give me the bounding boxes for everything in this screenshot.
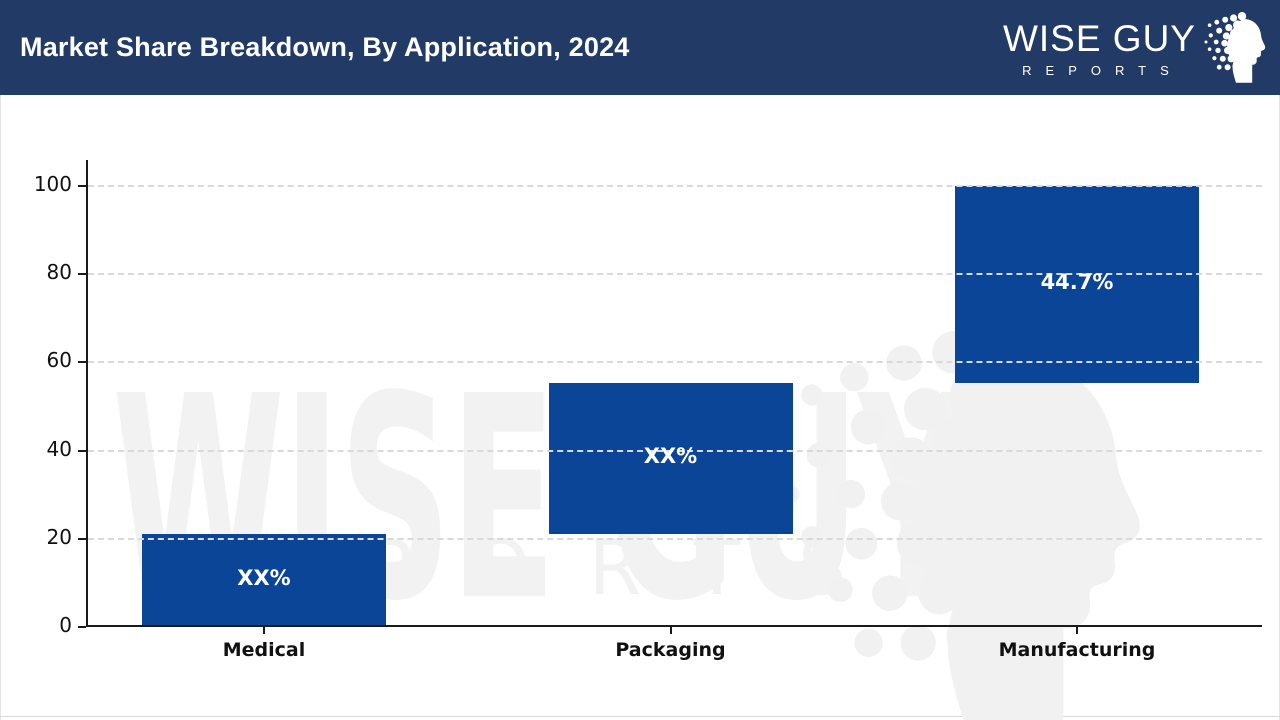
y-tick-label: 60 [46, 348, 72, 373]
bar-value-label: XX% [237, 565, 291, 590]
page-title: Market Share Breakdown, By Application, … [20, 32, 630, 62]
y-tick [78, 626, 86, 628]
brand-face-icon [1204, 11, 1266, 83]
x-category-label: Medical [222, 639, 306, 661]
y-tick-label: 0 [59, 613, 72, 637]
gridline [88, 449, 1262, 452]
y-tick [78, 185, 86, 187]
gridline [88, 185, 1262, 187]
y-tick [78, 537, 86, 540]
y-tick-label: 100 [33, 172, 72, 196]
y-tick [78, 361, 86, 364]
gridline [88, 361, 1262, 364]
brand-name: WISE GUY [1002, 17, 1196, 59]
gridline [88, 537, 1262, 540]
bar-value-label: 44.7% [1040, 269, 1114, 294]
x-tick [669, 627, 672, 634]
y-tick [78, 449, 86, 452]
bar-value-label: XX% [643, 443, 698, 468]
x-tick [1076, 627, 1078, 634]
brand-logo-text: WISE GUY REPORTS [1003, 18, 1196, 78]
y-axis-line [86, 160, 88, 627]
y-tick-label: 80 [46, 260, 72, 285]
x-category-label: Manufacturing [998, 639, 1156, 661]
x-tick [263, 627, 265, 634]
y-tick-label: 20 [46, 524, 72, 549]
brand-subtitle: REPORTS [1022, 62, 1183, 78]
x-axis-line [86, 625, 1262, 627]
header: Market Share Breakdown, By Application, … [0, 0, 1280, 95]
gridline [88, 273, 1262, 276]
y-tick [78, 273, 86, 276]
bar-medical [142, 534, 386, 627]
x-category-label: Packaging [615, 639, 726, 661]
bar-packaging [548, 383, 793, 535]
y-tick-label: 40 [46, 436, 72, 461]
brand-logo: WISE GUY REPORTS [1003, 10, 1266, 86]
